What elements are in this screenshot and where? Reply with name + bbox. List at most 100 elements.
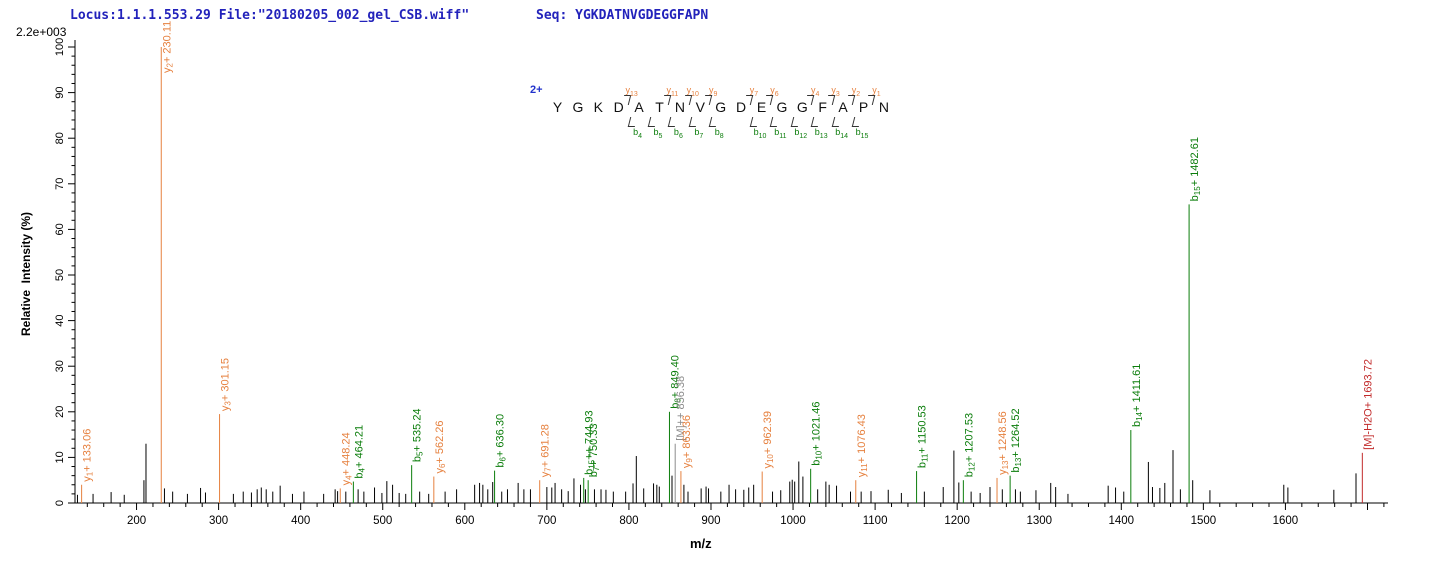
y-ion-label: y9 — [708, 85, 718, 98]
peak-ion-label: b15++ 744.93 — [584, 410, 597, 475]
peak-ion-label: [M]-H2O+ 1693.72 — [1362, 359, 1374, 450]
x-axis-tick-label: 400 — [291, 515, 310, 527]
sequence-residue: G — [715, 99, 727, 115]
y-axis-tick-label: 70 — [54, 178, 66, 190]
y-ion-label: y3 — [831, 85, 840, 98]
b-ion-cleavage-mark — [668, 117, 678, 127]
y-axis-tick-label: 20 — [54, 406, 66, 418]
b-ion-cleavage-mark — [831, 117, 841, 127]
peak-ion-label: b5+ 535.24 — [412, 408, 425, 462]
sequence-residue: E — [756, 99, 767, 115]
sequence-residue: P — [858, 99, 869, 115]
peak-ion-label: b15+ 1482.61 — [1189, 137, 1202, 201]
b-ion-label: b7 — [694, 127, 704, 140]
b-ion-cleavage-mark — [688, 117, 699, 127]
peak-ion-label: y7+ 691.28 — [540, 424, 553, 477]
x-axis-tick-label: 500 — [373, 515, 392, 527]
y-axis-tick-label: 90 — [54, 86, 66, 98]
peak-ion-label: b7+ 750.33 — [588, 423, 601, 477]
b-ion-label: b15 — [855, 127, 869, 140]
x-axis-tick-label: 1500 — [1191, 515, 1217, 527]
x-axis-tick-label: 1300 — [1026, 515, 1052, 527]
peak-ion-label: y3+ 301.15 — [220, 358, 233, 411]
x-axis-tick-label: 200 — [127, 515, 146, 527]
peak-ion-label: [M]++ 856.38 — [675, 376, 687, 441]
sequence-residue: D — [736, 99, 747, 115]
y-axis-tick-label: 50 — [54, 269, 66, 281]
sequence-residue: N — [878, 99, 889, 115]
sequence-header: Seq: YGKDATNVGDEGGFAPN — [536, 8, 708, 24]
peak-ion-label: y4+ 448.24 — [340, 432, 353, 485]
sequence-residue: G — [796, 99, 808, 115]
sequence-residue: T — [655, 99, 664, 115]
y-ion-label: y13 — [625, 85, 638, 98]
peak-ion-label: y9+ 863.36 — [681, 415, 694, 468]
sequence-header-value: YGKDATNVGDEGGFAPN — [575, 8, 709, 23]
b-ion-cleavage-mark — [851, 117, 862, 127]
peak-ion-label: b14+ 1411.61 — [1131, 364, 1144, 427]
sequence-residue: G — [572, 99, 584, 115]
sequence-residue: G — [776, 99, 788, 115]
x-axis-tick-label: 1200 — [944, 515, 970, 527]
b-ion-label: b12 — [794, 127, 808, 140]
sequence-residue: K — [593, 99, 603, 115]
x-axis-tick-label: 600 — [455, 515, 474, 527]
y-ion-label: y2 — [851, 85, 861, 98]
y-ion-label: y10 — [686, 85, 699, 98]
x-axis-tick-label: 800 — [619, 515, 638, 527]
b-ion-label: b11 — [774, 127, 787, 140]
sequence-residue: A — [634, 99, 644, 115]
peak-ion-label: b12+ 1207.53 — [963, 413, 976, 477]
b-ion-cleavage-mark — [810, 117, 821, 127]
peak-ion-label: y2+ 230.11 — [161, 21, 174, 73]
y-ion-label: y1 — [872, 85, 881, 98]
peak-ion-label: y11+ 1076.43 — [856, 414, 869, 477]
b-ion-cleavage-mark — [790, 117, 801, 127]
b-ion-label: b8 — [714, 127, 724, 140]
y-axis-tick-label: 10 — [54, 451, 66, 463]
x-axis-tick-label: 700 — [537, 515, 556, 527]
peak-ion-label: b11+ 1150.53 — [917, 405, 930, 468]
b-ion-cleavage-mark — [708, 117, 719, 127]
sequence-residue: N — [674, 99, 685, 115]
y-axis-tick-label: 100 — [54, 38, 66, 56]
x-axis-title: m/z — [690, 536, 712, 551]
b-ion-label: b6 — [673, 127, 683, 140]
y-ion-label: y11 — [666, 85, 679, 98]
peak-ion-label: b6+ 636.30 — [495, 414, 508, 468]
b-ion-label: b4 — [633, 127, 643, 140]
x-axis-tick-label: 1400 — [1109, 515, 1135, 527]
sequence-residue: V — [695, 99, 705, 115]
sequence-residue: A — [838, 99, 848, 115]
y-axis-tick-label: 0 — [54, 500, 66, 506]
sequence-header-prefix: Seq: — [536, 8, 576, 23]
sequence-residue: Y — [552, 99, 563, 115]
b-ion-cleavage-mark — [749, 117, 760, 127]
charge-state-label: 2+ — [530, 84, 543, 96]
peak-ion-label: y1+ 133.06 — [82, 429, 95, 482]
peak-ion-label: b10+ 1021.46 — [811, 402, 824, 466]
b-ion-cleavage-mark — [647, 117, 658, 127]
peak-ion-label: y13+ 1248.56 — [997, 411, 1010, 475]
y-ion-label: y4 — [810, 85, 820, 98]
x-axis-tick-label: 1600 — [1273, 515, 1299, 527]
y-axis-tick-label: 80 — [54, 132, 66, 144]
x-axis-tick-label: 1100 — [863, 515, 888, 527]
sequence-residue: F — [818, 99, 827, 115]
peak-ion-label: b13+ 1264.52 — [1010, 408, 1023, 472]
locus-file-header: Locus:1.1.1.553.29 File:"20180205_002_ge… — [70, 8, 470, 23]
intensity-scale-label: 2.2e+003 — [16, 25, 67, 39]
peak-ion-label: b8+ 849.40 — [669, 355, 682, 409]
peak-ion-label: y6+ 562.26 — [434, 420, 447, 473]
y-ion-label: y7 — [749, 85, 759, 98]
peak-ion-label: y10+ 962.39 — [762, 411, 775, 469]
b-ion-label: b10 — [753, 127, 767, 140]
y-axis-tick-label: 60 — [54, 223, 66, 235]
peak-ion-label: b4+ 464.21 — [353, 425, 366, 479]
b-ion-cleavage-mark — [627, 117, 637, 127]
y-axis-tick-label: 30 — [54, 360, 66, 372]
x-axis-tick-label: 300 — [209, 515, 228, 527]
